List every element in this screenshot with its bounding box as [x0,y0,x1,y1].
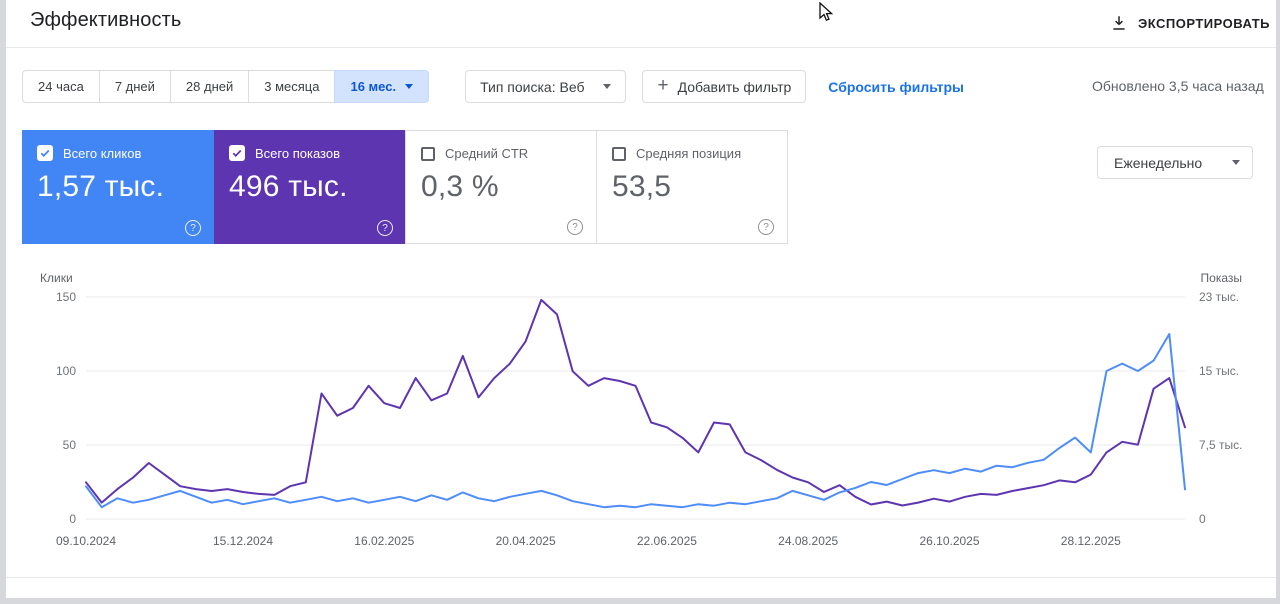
x-axis-tick: 09.10.2024 [56,534,116,548]
metric-card-header: Средний CTR [421,146,582,161]
left-axis-tick: 150 [56,290,76,304]
left-axis-tick: 0 [69,512,76,526]
help-icon[interactable]: ? [758,219,774,235]
chevron-down-icon [405,84,414,89]
search-type-dropdown[interactable]: Тип поиска: Веб [465,70,627,103]
help-icon[interactable]: ? [567,219,583,235]
date-range-3-месяца[interactable]: 3 месяца [248,70,336,103]
metric-value: 1,57 тыс. [37,170,165,203]
right-axis-tick: 0 [1199,512,1206,526]
metric-card-1[interactable]: Всего кликов 1,57 тыс.? [22,130,214,244]
help-icon[interactable]: ? [377,220,393,236]
chevron-down-icon [1232,160,1240,165]
series-line-clicks [85,333,1186,509]
left-axis-title: Клики [40,271,73,285]
metric-card-3[interactable]: Средний CTR 0,3 %? [405,130,597,244]
export-label: ЭКСПОРТИРОВАТЬ [1138,15,1271,31]
x-axis-tick: 24.08.2025 [778,534,838,548]
x-axis-tick: 15.12.2024 [213,534,273,548]
export-button[interactable]: ЭКСПОРТИРОВАТЬ [1108,8,1272,38]
chevron-down-icon [603,84,612,89]
x-axis-tick: 16.02.2025 [354,534,414,548]
left-axis-tick: 50 [63,438,77,452]
performance-chart: 0 0 50 7,5 тыс. 100 15 тыс. 150 23 тыс. Клики Пок… [30,268,1252,568]
granularity-dropdown[interactable]: Еженедельно [1097,146,1253,179]
help-icon[interactable]: ? [185,220,201,236]
download-icon [1113,16,1125,30]
metric-label: Всего показов [255,145,340,161]
metric-label: Средний CTR [445,146,529,161]
x-axis-tick: 20.04.2025 [496,534,556,548]
search-console-performance-page: Эффективность ЭКСПОРТИРОВАТЬ 24 часа 7 дн… [6,0,1276,598]
filter-bar: 24 часа 7 дней 28 дней 3 месяца 16 мес. Тип … [22,70,1276,103]
page-header: Эффективность ЭКСПОРТИРОВАТЬ [6,0,1276,48]
x-axis-tick: 22.06.2025 [637,534,697,548]
checkbox-unchecked[interactable] [421,146,435,161]
metric-label: Средняя позиция [636,146,742,161]
date-range-group: 24 часа 7 дней 28 дней 3 месяца 16 мес. [22,70,430,103]
page-title: Эффективность [30,9,182,31]
granularity-label: Еженедельно [1114,154,1203,171]
checkbox-unchecked[interactable] [612,146,626,161]
date-range-16-мес[interactable]: 16 мес. [334,70,430,103]
metric-value: 53,5 [612,170,672,203]
checkbox-checked[interactable] [229,145,245,161]
add-filter-button[interactable]: + Добавить фильтр [642,70,807,103]
metric-value: 0,3 % [421,170,499,203]
right-axis-title: Показы [1201,271,1242,285]
metric-label: Всего кликов [63,145,142,161]
left-axis-tick: 100 [56,364,76,378]
date-range-7-дней[interactable]: 7 дней [98,70,171,103]
checkbox-checked[interactable] [37,145,53,161]
date-range-28-дней[interactable]: 28 дней [169,70,250,103]
date-range-label: 28 дней [185,79,234,94]
right-axis-tick: 23 тыс. [1199,290,1239,304]
reset-filters-link[interactable]: Сбросить фильтры [828,78,964,95]
updated-timestamp: Обновлено 3,5 часа назад [1092,78,1264,94]
check-icon [40,149,50,157]
metric-card-header: Всего кликов [37,145,200,161]
add-filter-label: Добавить фильтр [677,78,792,95]
date-range-label: 3 месяца [264,79,320,94]
metric-value: 496 тыс. [229,170,348,203]
check-icon [232,149,242,157]
line-chart: 0 0 50 7,5 тыс. 100 15 тыс. 150 23 тыс. Клики Пок… [40,271,1242,548]
plus-icon: + [657,75,669,96]
right-axis-tick: 15 тыс. [1199,364,1239,378]
metric-card-header: Средняя позиция [612,146,773,161]
mouse-cursor [819,2,834,22]
date-range-label: 16 мес. [350,79,397,94]
date-range-label: 24 часа [38,79,84,94]
date-range-24-часа[interactable]: 24 часа [22,70,100,103]
metric-cards: Всего кликов 1,57 тыс.? Всего показов 496 т… [22,130,788,244]
metric-card-header: Всего показов [229,145,392,161]
x-axis-tick: 26.10.2025 [919,534,979,548]
divider [6,577,1276,578]
metric-card-4[interactable]: Средняя позиция 53,5? [596,130,788,244]
series-line-impressions [85,298,1186,507]
date-range-label: 7 дней [114,79,155,94]
search-type-label: Тип поиска: Веб [480,78,585,95]
x-axis-tick: 28.12.2025 [1061,534,1121,548]
right-axis-tick: 7,5 тыс. [1199,438,1242,452]
metric-card-2[interactable]: Всего показов 496 тыс.? [214,130,406,244]
